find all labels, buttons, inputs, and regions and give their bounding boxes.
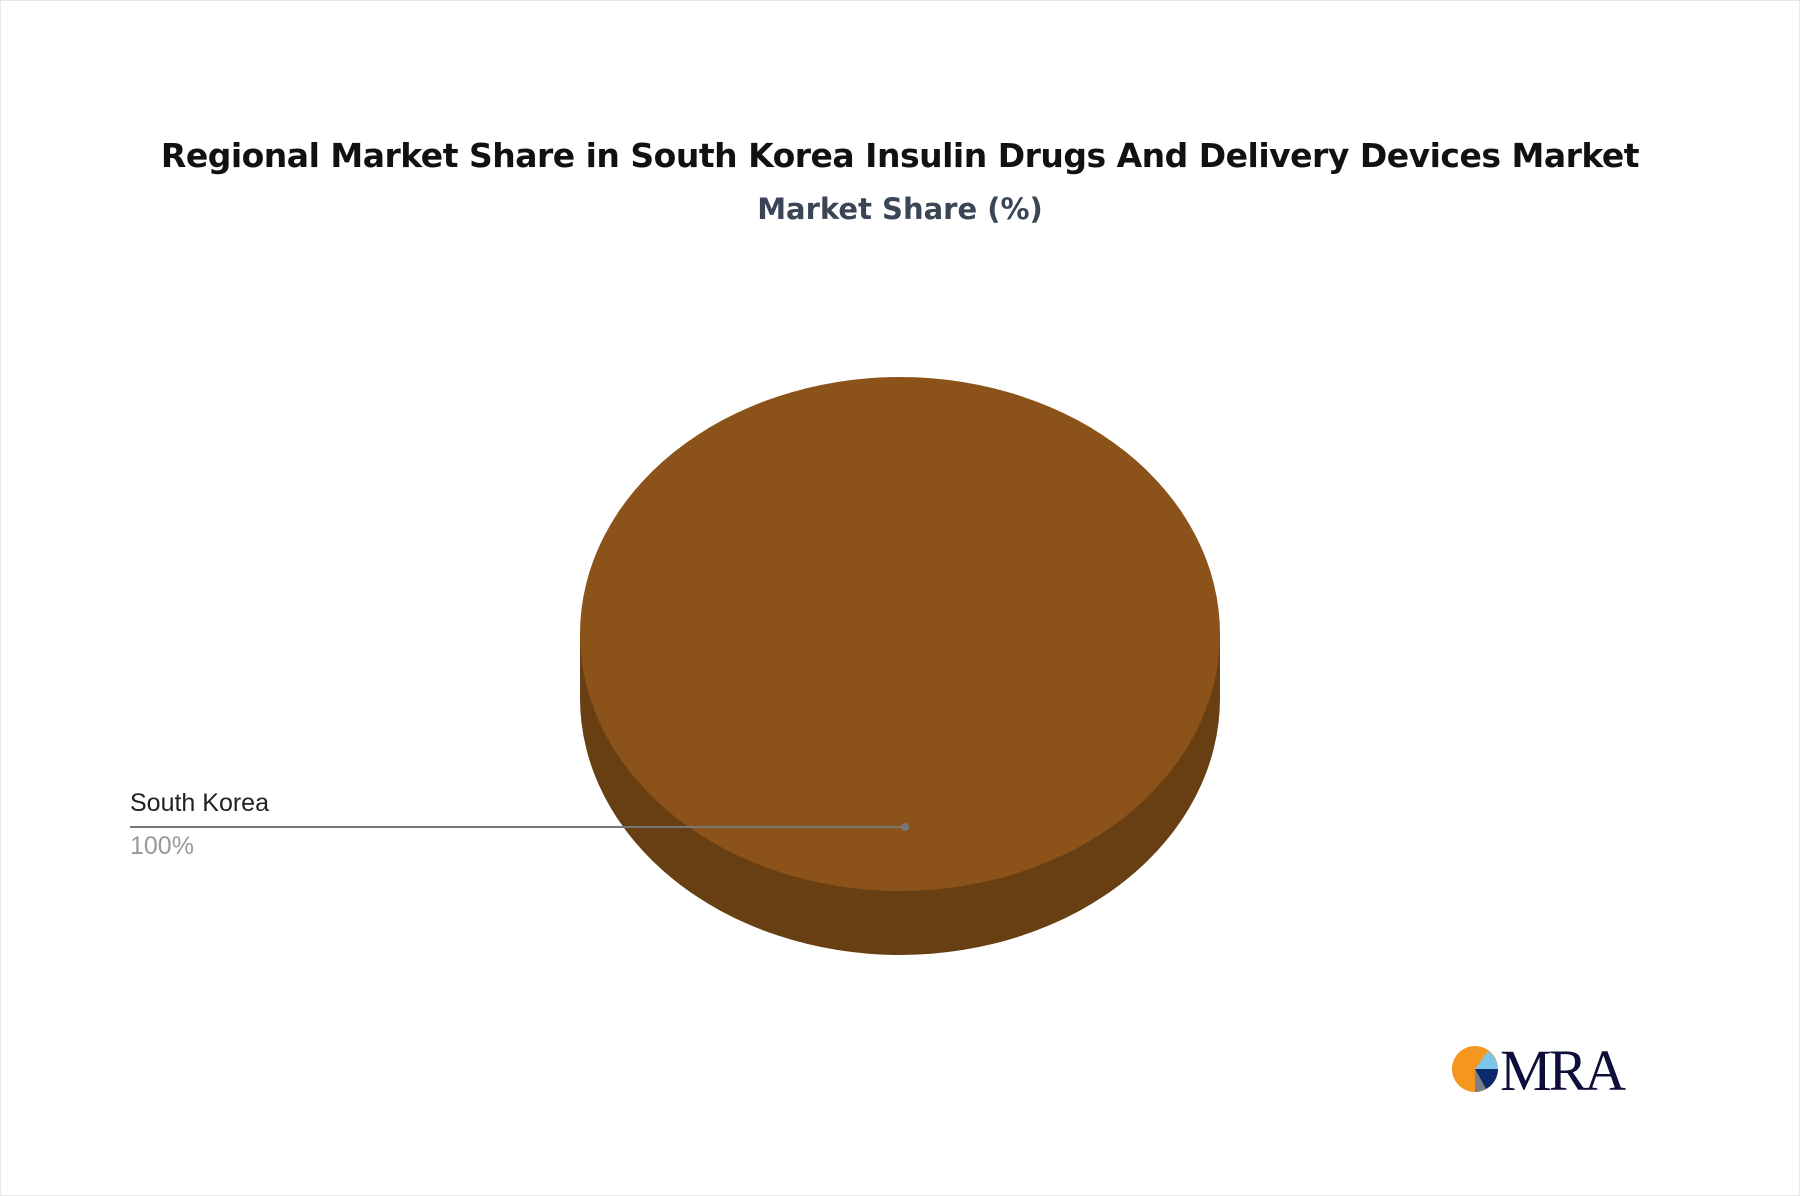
- chart-title: Regional Market Share in South Korea Ins…: [160, 136, 1640, 175]
- mra-logo: MRA: [1452, 1040, 1629, 1100]
- slice-label-south-korea: South Korea: [130, 789, 269, 817]
- svg-text:MRA: MRA: [1500, 1040, 1626, 1100]
- slice-value-south-korea: 100%: [130, 832, 194, 860]
- pie-slice-south-korea: [580, 377, 1220, 891]
- leader-dot-south-korea: [901, 823, 909, 831]
- chart-subtitle: Market Share (%): [757, 192, 1043, 226]
